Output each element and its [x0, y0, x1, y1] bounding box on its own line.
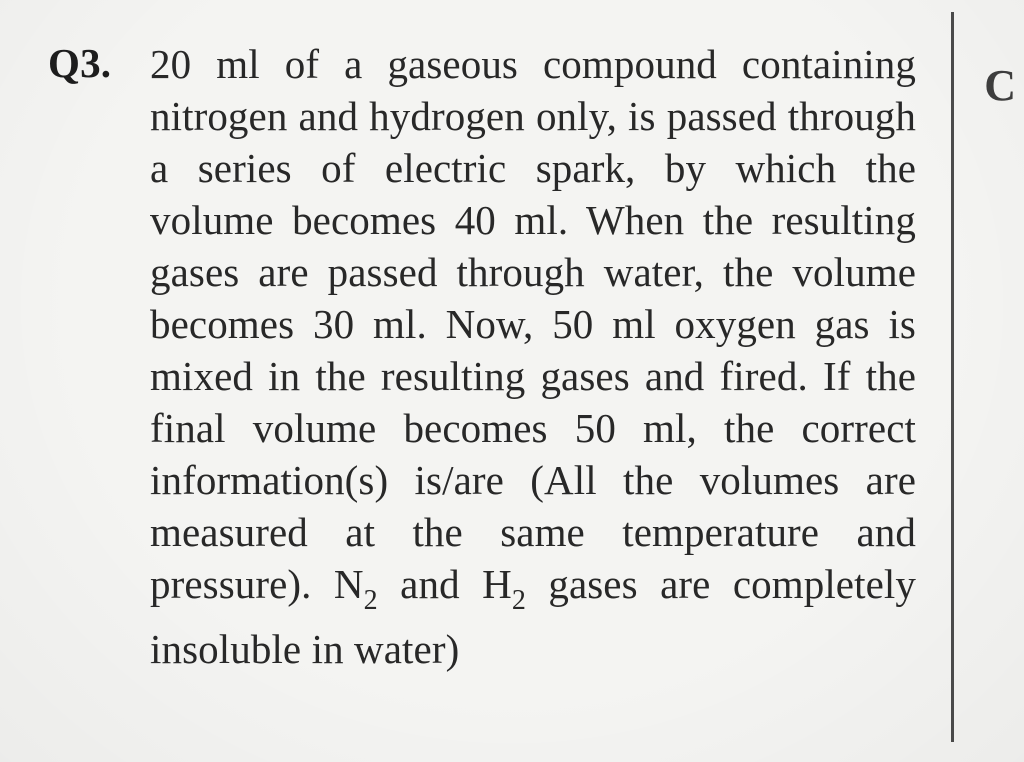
- question-text: 20 ml of a gaseous compound containing n…: [150, 38, 916, 675]
- question-number: Q3.: [48, 38, 150, 88]
- question-row: Q3. 20 ml of a gaseous compound containi…: [48, 38, 976, 675]
- question-text-part-2: and H: [378, 561, 512, 607]
- vertical-rule: [951, 12, 954, 742]
- subscript-n2: 2: [364, 585, 378, 616]
- subscript-h2: 2: [512, 585, 526, 616]
- page: Q3. 20 ml of a gaseous compound containi…: [0, 0, 1024, 762]
- cropped-glyph: C: [984, 60, 1016, 111]
- question-text-part-1: 20 ml of a gaseous compound containing n…: [150, 41, 916, 607]
